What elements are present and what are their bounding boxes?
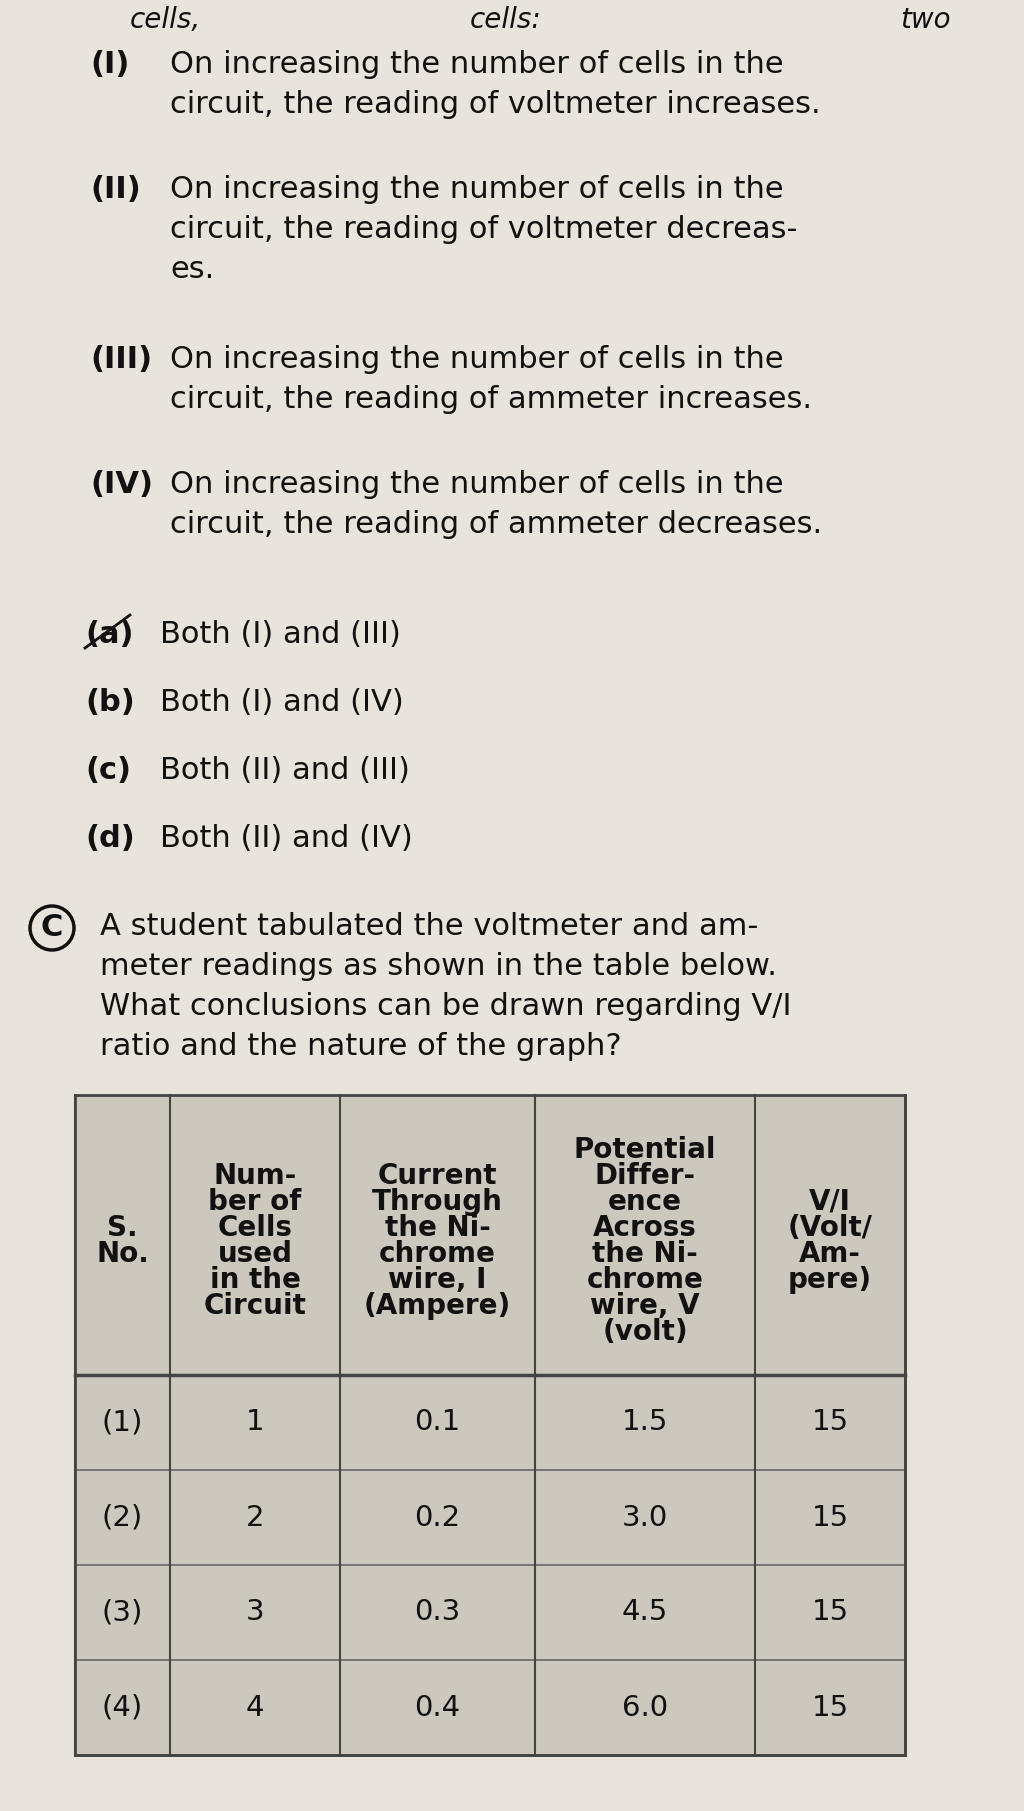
Text: V/I: V/I	[809, 1188, 851, 1215]
Text: Both (II) and (IV): Both (II) and (IV)	[160, 824, 413, 853]
Text: Cells: Cells	[217, 1213, 293, 1242]
Text: (III): (III)	[90, 346, 153, 375]
Text: 0.2: 0.2	[415, 1503, 461, 1532]
Text: S.: S.	[108, 1213, 138, 1242]
Text: (d): (d)	[85, 824, 135, 853]
Text: used: used	[217, 1241, 293, 1268]
Text: (1): (1)	[101, 1409, 143, 1436]
Text: circuit, the reading of ammeter decreases.: circuit, the reading of ammeter decrease…	[170, 511, 822, 540]
Text: On increasing the number of cells in the: On increasing the number of cells in the	[170, 176, 783, 205]
Text: es.: es.	[170, 255, 214, 284]
Text: two: two	[900, 5, 950, 34]
Text: circuit, the reading of voltmeter increases.: circuit, the reading of voltmeter increa…	[170, 91, 820, 120]
Text: (c): (c)	[85, 755, 131, 784]
Text: circuit, the reading of voltmeter decreas-: circuit, the reading of voltmeter decrea…	[170, 216, 798, 244]
Text: (Ampere): (Ampere)	[364, 1291, 511, 1320]
Text: ratio and the nature of the graph?: ratio and the nature of the graph?	[100, 1032, 622, 1061]
Text: 15: 15	[811, 1409, 849, 1436]
Text: Both (II) and (III): Both (II) and (III)	[160, 755, 410, 784]
Text: On increasing the number of cells in the: On increasing the number of cells in the	[170, 346, 783, 375]
Text: Potential: Potential	[573, 1135, 716, 1164]
Text: Differ-: Differ-	[595, 1163, 695, 1190]
Text: chrome: chrome	[379, 1241, 496, 1268]
Text: 1: 1	[246, 1409, 264, 1436]
Text: (I): (I)	[90, 51, 129, 80]
Text: C: C	[41, 913, 63, 942]
Text: On increasing the number of cells in the: On increasing the number of cells in the	[170, 471, 783, 500]
Text: Num-: Num-	[213, 1163, 297, 1190]
Text: wire, I: wire, I	[388, 1266, 486, 1295]
Text: 15: 15	[811, 1693, 849, 1722]
Text: cells,: cells,	[130, 5, 202, 34]
Text: pere): pere)	[787, 1266, 872, 1295]
Text: 4.5: 4.5	[622, 1599, 668, 1626]
Text: wire, V: wire, V	[590, 1291, 699, 1320]
Text: 0.1: 0.1	[415, 1409, 461, 1436]
Text: cells:: cells:	[470, 5, 542, 34]
Text: the Ni-: the Ni-	[385, 1213, 490, 1242]
Text: Both (I) and (IV): Both (I) and (IV)	[160, 688, 403, 717]
Text: ber of: ber of	[208, 1188, 302, 1215]
Text: (IV): (IV)	[90, 471, 153, 500]
Text: (volt): (volt)	[602, 1318, 688, 1346]
Text: Both (I) and (III): Both (I) and (III)	[160, 619, 400, 648]
Text: circuit, the reading of ammeter increases.: circuit, the reading of ammeter increase…	[170, 386, 812, 415]
Text: (a): (a)	[85, 619, 133, 648]
Text: the Ni-: the Ni-	[592, 1241, 698, 1268]
Text: 0.3: 0.3	[415, 1599, 461, 1626]
Text: Through: Through	[372, 1188, 503, 1215]
Text: 0.4: 0.4	[415, 1693, 461, 1722]
Bar	[75, 1096, 905, 1755]
Text: Circuit: Circuit	[204, 1291, 306, 1320]
Text: (4): (4)	[101, 1693, 143, 1722]
Text: Am-: Am-	[799, 1241, 861, 1268]
Text: What conclusions can be drawn regarding V/I: What conclusions can be drawn regarding …	[100, 992, 792, 1021]
Text: 15: 15	[811, 1599, 849, 1626]
Text: 2: 2	[246, 1503, 264, 1532]
Text: in the: in the	[210, 1266, 300, 1295]
Text: No.: No.	[96, 1241, 148, 1268]
Text: chrome: chrome	[587, 1266, 703, 1295]
Text: 3: 3	[246, 1599, 264, 1626]
Text: 6.0: 6.0	[622, 1693, 668, 1722]
Text: (II): (II)	[90, 176, 140, 205]
Text: (Volt/: (Volt/	[787, 1213, 872, 1242]
Text: ence: ence	[608, 1188, 682, 1215]
Text: Across: Across	[593, 1213, 697, 1242]
Text: (3): (3)	[101, 1599, 143, 1626]
Text: 4: 4	[246, 1693, 264, 1722]
Text: (b): (b)	[85, 688, 135, 717]
Text: Current: Current	[378, 1163, 498, 1190]
Text: 1.5: 1.5	[622, 1409, 669, 1436]
Text: A student tabulated the voltmeter and am-: A student tabulated the voltmeter and am…	[100, 913, 759, 942]
Text: meter readings as shown in the table below.: meter readings as shown in the table bel…	[100, 953, 777, 982]
Text: 3.0: 3.0	[622, 1503, 668, 1532]
Text: On increasing the number of cells in the: On increasing the number of cells in the	[170, 51, 783, 80]
Text: (2): (2)	[101, 1503, 143, 1532]
Text: 15: 15	[811, 1503, 849, 1532]
